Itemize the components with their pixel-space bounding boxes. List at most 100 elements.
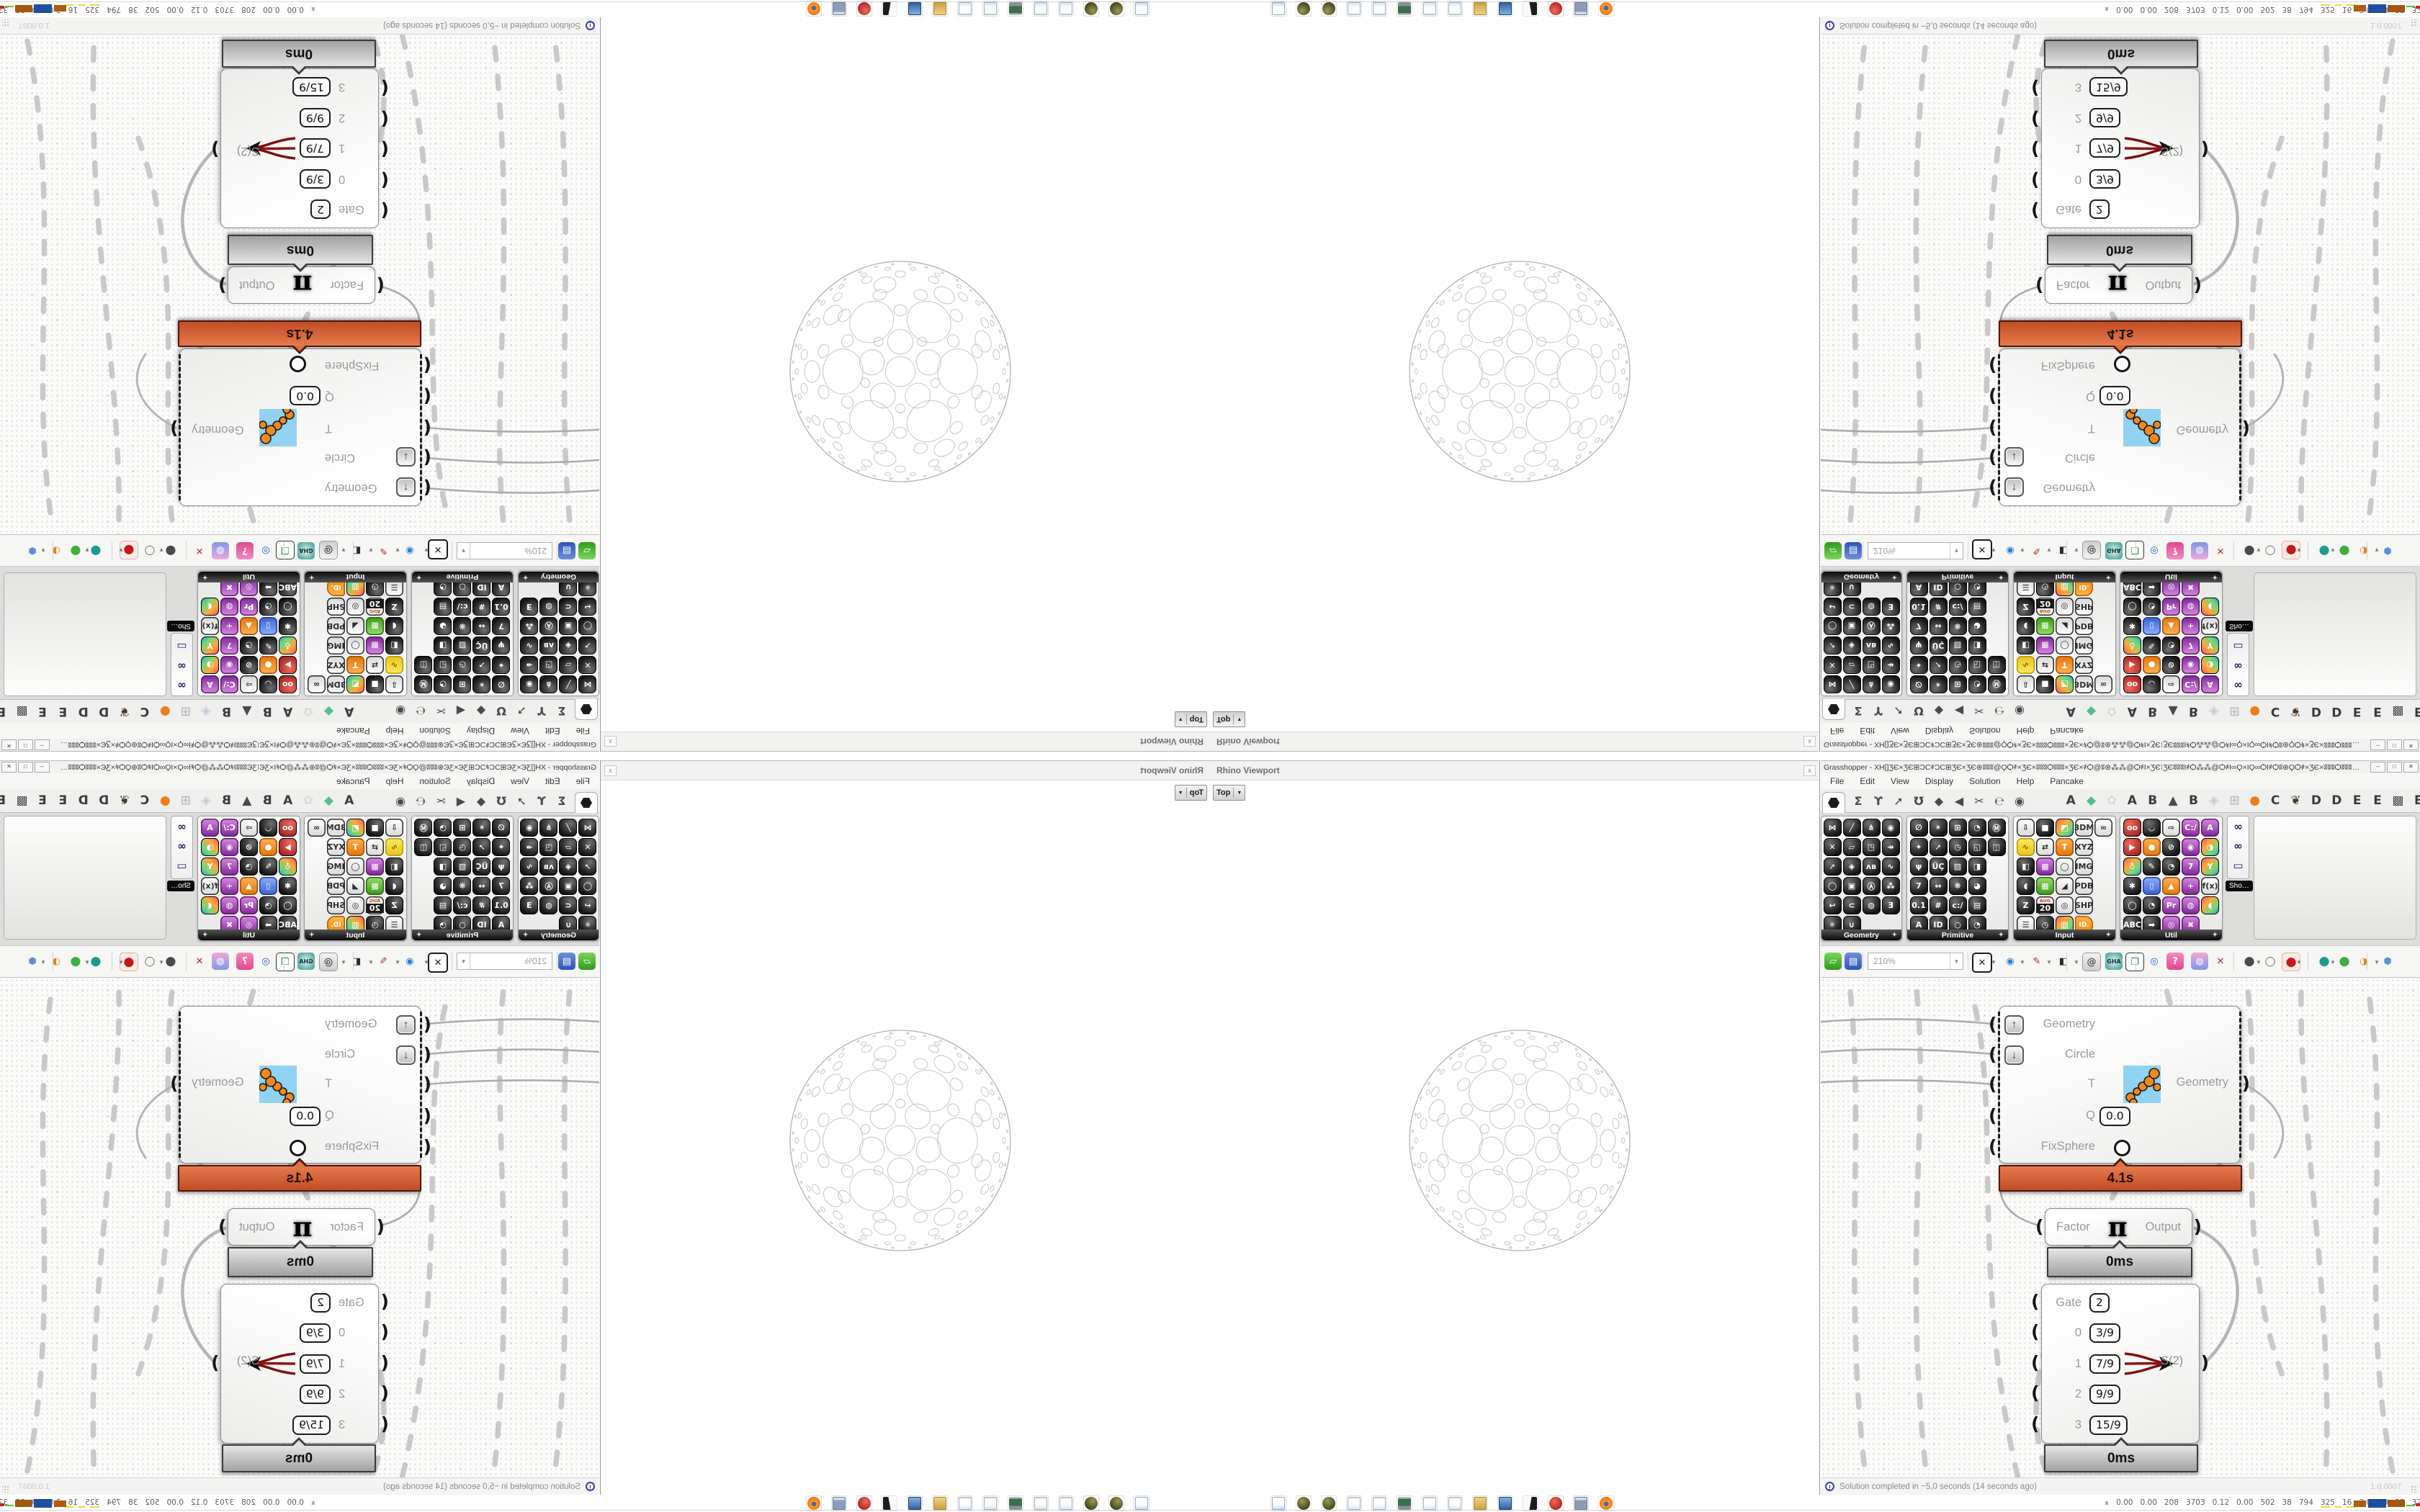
red-badge-taskbar-icon[interactable] [856, 1495, 872, 1511]
close-button[interactable]: ✕ [2403, 762, 2419, 773]
component-icon[interactable]: ⋈ [578, 819, 597, 837]
sphere-taskbar-icon[interactable] [1083, 1495, 1099, 1511]
plugin-tab-11[interactable]: ❦ [2290, 704, 2301, 719]
notepad-taskbar-icon[interactable] [1371, 1, 1387, 17]
component-icon[interactable]: ⊂ [1842, 896, 1861, 914]
chevron-down-icon[interactable]: ▼ [1237, 716, 1242, 722]
palette-label-geometry[interactable]: Geometry ✦ [519, 930, 599, 940]
chevron-down-icon[interactable]: ▼ [1178, 790, 1183, 796]
category-tab-1[interactable]: ϒ [1874, 793, 1883, 808]
chevrons-icon[interactable]: « [308, 1500, 318, 1505]
component-icon[interactable]: ◨ [1968, 858, 1986, 876]
component-icon[interactable]: ✕ [578, 838, 597, 856]
notepad-taskbar-icon[interactable] [982, 1495, 998, 1511]
component-icon[interactable]: + [2182, 617, 2200, 635]
component-icon[interactable]: ◱ [1968, 656, 1986, 674]
arrow-down-icon[interactable]: ↓ [396, 1045, 416, 1065]
component-icon[interactable]: ▯ [2143, 617, 2161, 635]
chevron-down-icon[interactable]: ▼ [2074, 959, 2079, 966]
bake-green-icon[interactable]: ⬤ [2339, 955, 2350, 967]
category-tab-6[interactable]: ✂ [1974, 793, 1984, 808]
output-nub[interactable]: ) [218, 275, 227, 296]
component-icon[interactable]: ⋔ [539, 675, 558, 693]
input-nub[interactable]: ( [2031, 139, 2040, 160]
tab-params-selected[interactable] [1822, 699, 1845, 720]
output-nub[interactable]: ) [218, 1216, 227, 1237]
gumball-icon[interactable]: ◑ [2360, 545, 2368, 557]
plugin-tab-2[interactable]: ✿ [302, 793, 314, 808]
menu-display[interactable]: Display [466, 776, 496, 786]
plugin-tab-2[interactable]: ✿ [302, 704, 314, 719]
component-icon[interactable]: ↔ [472, 617, 491, 635]
expand-icon[interactable]: ✦ [523, 931, 529, 938]
component-icon[interactable]: Ⓜ [414, 819, 433, 837]
component-icon[interactable]: ✦ [1909, 838, 1928, 856]
display-blue-icon[interactable]: ⬢ [28, 545, 37, 557]
viewport-top-tab[interactable]: Top ▼ [1213, 785, 1246, 801]
component-icon[interactable]: ➚ [1823, 636, 1842, 654]
viewport-top-tab[interactable]: Top ▼ [1174, 785, 1207, 801]
input-nub[interactable]: ( [1989, 1136, 1997, 1157]
component-icon[interactable]: ▨ [1948, 858, 1967, 876]
component-icon[interactable]: ◍ [539, 598, 558, 616]
plugin-tab-5[interactable]: ▲ [242, 704, 252, 719]
component-icon[interactable]: ◑ [201, 656, 219, 674]
component-icon[interactable]: ◱ [434, 656, 452, 674]
component-icon[interactable]: ◍ [220, 598, 238, 616]
component-icon[interactable]: ◕ [1968, 617, 1986, 635]
arrow-up-icon[interactable]: ↑ [2004, 1015, 2024, 1035]
component-icon[interactable]: 7 [1909, 877, 1928, 895]
menu-view[interactable]: View [511, 726, 529, 736]
component-icon[interactable]: Ⓐ [1862, 617, 1881, 635]
component-icon[interactable]: ✎ [2143, 858, 2161, 876]
plugin-tab-13[interactable]: D [78, 704, 89, 719]
save-file-icon[interactable]: ▤ [558, 953, 575, 970]
input-nub[interactable]: ( [423, 1014, 431, 1035]
chevron-down-icon[interactable]: ▼ [368, 546, 374, 553]
menu-edit[interactable]: Edit [1860, 726, 1876, 736]
folder-taskbar-icon[interactable] [1472, 1, 1488, 17]
gumball-icon[interactable]: ◑ [52, 545, 60, 557]
menu-edit[interactable]: Edit [544, 726, 560, 736]
component-icon[interactable]: ∿ [520, 858, 539, 876]
preview-wire-icon[interactable]: ◯ [2264, 545, 2276, 557]
input-nub[interactable]: ( [380, 139, 389, 160]
component-icon[interactable]: ✦ [492, 838, 511, 856]
component-icon[interactable]: A [201, 675, 219, 693]
component-icon[interactable]: ⊞ [1948, 819, 1967, 837]
gumball-icon[interactable]: ◑ [52, 955, 60, 967]
save-file-icon[interactable]: ▤ [1845, 542, 1862, 559]
component-icon[interactable]: ◉ [220, 656, 238, 674]
red-badge-taskbar-icon[interactable] [856, 1, 872, 17]
input-nub[interactable]: ( [1989, 477, 1997, 498]
menu-edit[interactable]: Edit [544, 776, 560, 786]
component-icon[interactable]: c:/ [1948, 598, 1967, 616]
overflow-icon-1[interactable]: ∞ [177, 840, 187, 852]
category-tab-0[interactable]: Σ [1854, 704, 1863, 719]
stream-gate-component[interactable]: S(2) ) (Gate 2 (0 3/9 (1 7/9 (2 9/9 (3 15/9 [2031, 68, 2209, 228]
plugin-tab-7[interactable]: ◈ [2209, 793, 2219, 808]
camera-icon[interactable]: ◧ [2058, 955, 2069, 967]
component-icon[interactable]: ⇩ [2017, 819, 2035, 837]
component-icon[interactable]: ❋ [1948, 877, 1967, 895]
search-icon[interactable]: ◎ [2150, 545, 2159, 557]
component-icon[interactable]: ◖ [2017, 617, 2035, 635]
help-box-icon[interactable]: ? [236, 953, 254, 970]
component-icon[interactable]: ↠ [520, 838, 539, 856]
component-icon[interactable]: ◫ [1987, 838, 2006, 856]
notepad-taskbar-icon[interactable] [1447, 1, 1463, 17]
component-icon[interactable]: ▦ [2036, 858, 2054, 876]
category-tab-3[interactable]: Ʊ [496, 793, 506, 808]
component-icon[interactable]: ✱ [279, 877, 297, 895]
component-icon[interactable]: Ǝ [520, 598, 539, 616]
component-icon[interactable]: ◧ [385, 858, 403, 876]
menu-display[interactable]: Display [1924, 726, 1954, 736]
component-icon[interactable]: ◯ [2056, 636, 2074, 654]
menu-pancake[interactable]: Pancake [2050, 726, 2084, 736]
component-icon[interactable]: C:/ [2182, 675, 2200, 693]
pi-factor-component[interactable]: ( Factor π Output ) [2035, 1208, 2202, 1246]
value-box[interactable]: 7/9 [2089, 138, 2120, 158]
plugin-tab-16[interactable]: ▩ [16, 793, 28, 808]
component-icon[interactable]: ↩ [578, 598, 597, 616]
preview-wire-icon[interactable]: ◯ [144, 545, 156, 557]
